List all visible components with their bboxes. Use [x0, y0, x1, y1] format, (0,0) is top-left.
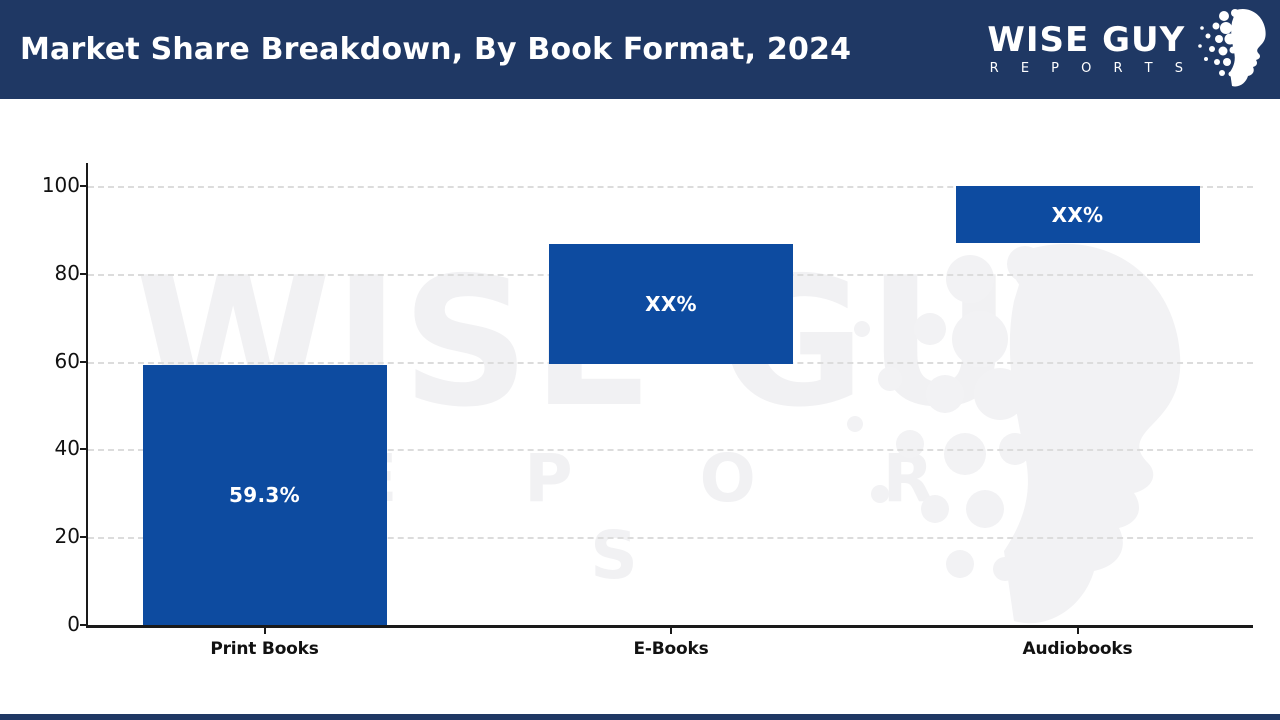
chart-canvas: WISE GUY R E P O R T S 59.3% XX% [0, 99, 1280, 714]
x-tick-mark [1076, 628, 1079, 634]
page-title: Market Share Breakdown, By Book Format, … [20, 32, 852, 67]
logo-head-icon [1198, 8, 1266, 86]
x-axis-line [86, 625, 1253, 628]
wiseguy-logo: WISE GUY R E P O R T S [981, 4, 1272, 96]
y-tick-label: 60 [54, 348, 80, 373]
y-tick-label: 40 [54, 436, 80, 461]
y-tick-mark [80, 185, 86, 187]
bar-value-label: XX% [645, 291, 697, 316]
header-bar: Market Share Breakdown, By Book Format, … [0, 0, 1280, 99]
x-tick-mark [263, 628, 266, 634]
bar-value-label: XX% [1051, 202, 1104, 227]
x-tick-label-audiobooks: Audiobooks [1022, 639, 1133, 659]
gridline-y100 [88, 186, 1253, 188]
plot-area: 59.3% XX% XX% 0 20 40 60 80 100 Print Books E-Boo… [42, 163, 1253, 659]
y-tick-mark [80, 624, 86, 626]
bar-e-books: XX% [549, 243, 793, 365]
y-tick-mark [80, 536, 86, 539]
logo-text: WISE GUY R E P O R T S [981, 20, 1192, 76]
gridline-y40 [88, 449, 1253, 452]
y-tick-mark [80, 360, 86, 363]
bar-value-label: 59.3% [229, 482, 300, 507]
footer-bar [0, 714, 1280, 720]
bar-audiobooks: XX% [955, 186, 1200, 244]
y-tick-label: 0 [67, 612, 80, 636]
gridline-y20 [88, 537, 1253, 540]
x-tick-mark [670, 628, 672, 634]
x-tick-label-print-books: Print Books [210, 639, 319, 659]
y-axis-line [86, 163, 88, 627]
x-tick-label-e-books: E-Books [633, 639, 709, 659]
y-tick-label: 100 [41, 173, 80, 197]
bar-print-books: 59.3% [142, 364, 387, 625]
y-tick-label: 80 [54, 260, 80, 285]
logo-subtitle: R E P O R T S [989, 60, 1192, 76]
y-tick-mark [80, 272, 86, 275]
y-tick-mark [80, 448, 86, 451]
logo-wordmark: WISE GUY [987, 20, 1186, 61]
y-tick-label: 20 [54, 524, 80, 549]
